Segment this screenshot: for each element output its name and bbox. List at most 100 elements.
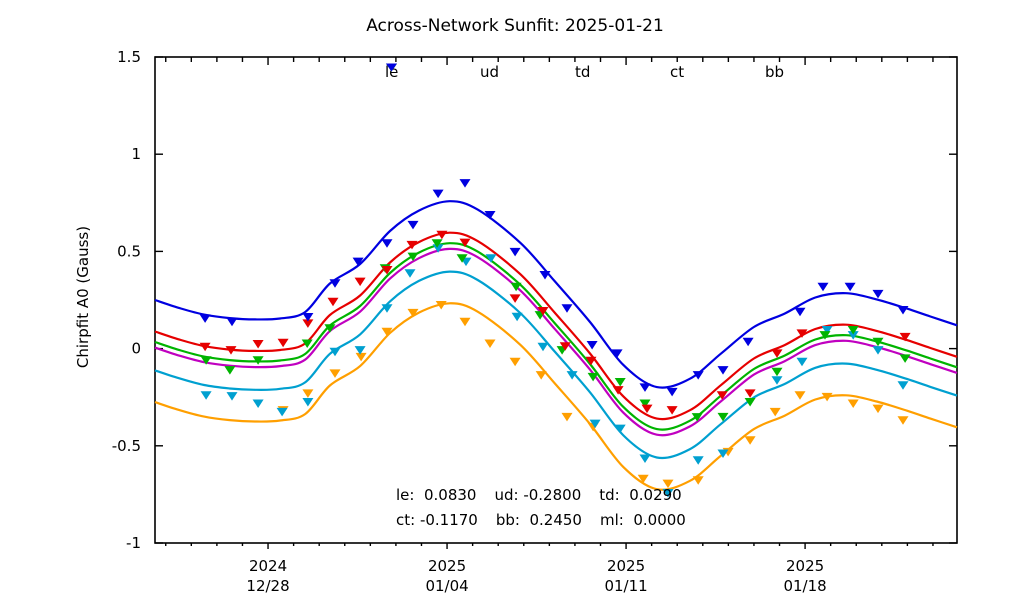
marker-le (771, 349, 783, 358)
marker-bb (742, 337, 754, 347)
chart-title: Across-Network Sunfit: 2025-01-21 (366, 16, 664, 36)
marker-ud (744, 436, 756, 445)
marker-ud (897, 416, 909, 425)
marker-ct (796, 357, 808, 367)
marker-ct (381, 304, 393, 313)
fit-value: le: 0.0830 (396, 486, 477, 504)
fit-value: ud: -0.2800 (494, 486, 582, 504)
marker-bb (432, 189, 444, 199)
marker-le (225, 346, 237, 355)
marker-ud (847, 399, 859, 408)
marker-bb (199, 314, 211, 323)
marker-ct (354, 346, 366, 355)
marker-le (641, 404, 653, 414)
marker-ct (485, 254, 497, 263)
marker-ct (404, 269, 416, 278)
fit-annotation-row: ct: -0.1170 bb: 0.2450 ml: 0.0000 (396, 508, 686, 533)
fit-value: td: 0.0290 (599, 486, 682, 504)
marker-td (819, 331, 831, 340)
triangle-down-icon (386, 63, 633, 78)
marker-bb (872, 289, 884, 299)
marker-td (691, 413, 703, 422)
marker-le (381, 266, 393, 275)
marker-ct (771, 376, 783, 385)
marker-ud (407, 308, 419, 318)
legend-label: ct (670, 63, 685, 81)
legend-entry-ct: ct (386, 62, 765, 82)
marker-le (899, 332, 911, 342)
marker-le (354, 277, 366, 287)
marker-ct (872, 346, 884, 355)
triangle-down-icon (386, 63, 728, 78)
marker-bb (302, 313, 314, 322)
marker-bb (639, 383, 651, 392)
marker-ud (355, 352, 367, 362)
marker-ct (639, 454, 651, 463)
marker-bb (897, 306, 909, 315)
marker-le (666, 406, 678, 415)
marker-ct (276, 407, 288, 417)
marker-ct (847, 331, 859, 340)
marker-le (199, 342, 211, 352)
marker-ud (484, 339, 496, 348)
marker-bb (329, 279, 341, 288)
legend: le ud td ct bb (385, 62, 860, 82)
marker-ct (511, 312, 523, 322)
marker-ct (897, 381, 909, 390)
marker-td (744, 398, 756, 407)
plot-border (154, 56, 958, 544)
marker-ct (662, 489, 674, 498)
x-tick-label-year: 2024 (249, 557, 287, 575)
legend-label: le (385, 63, 399, 81)
marker-ud (561, 412, 573, 422)
marker-td (301, 339, 313, 348)
marker-bb (381, 239, 393, 248)
marker-ct (566, 371, 578, 380)
marker-ud (459, 317, 471, 327)
marker-ct (432, 244, 444, 253)
y-tick-label: 0 (131, 340, 141, 358)
marker-td (872, 337, 884, 347)
marker-le (277, 338, 289, 348)
curve-td (154, 242, 958, 431)
marker-ct (614, 424, 626, 434)
marker-td (224, 366, 236, 375)
x-tick-label-year: 2025 (786, 557, 824, 575)
marker-td (200, 356, 212, 365)
x-tick-label-date: 01/11 (604, 577, 647, 595)
x-tick-label-date: 01/04 (425, 577, 468, 595)
triangle-down-icon (386, 63, 538, 78)
marker-le (406, 240, 418, 250)
y-axis-label: Chirpfit A0 (Gauss) (74, 225, 92, 369)
marker-td (847, 326, 859, 335)
marker-ud (381, 327, 393, 337)
fit-value: ml: 0.0000 (599, 511, 686, 529)
marker-bb (407, 220, 419, 230)
legend-label: td (575, 63, 591, 81)
fit-value: bb: 0.2450 (495, 511, 582, 529)
marker-bb (817, 282, 829, 292)
marker-bb (509, 247, 521, 257)
fit-annotation-row: le: 0.0830 ud: -0.2800 td: 0.0290 (396, 483, 686, 508)
legend-entry-td: td (386, 62, 670, 82)
curve-le (154, 231, 958, 421)
curve-ml (154, 247, 958, 437)
marker-td (252, 356, 264, 365)
marker-bb (794, 307, 806, 317)
marker-bb (611, 349, 623, 358)
legend-entry-bb: bb (386, 62, 860, 82)
marker-ct (200, 391, 212, 400)
legend-entry-ud: ud (386, 62, 575, 82)
marker-td (614, 378, 626, 387)
triangle-down-icon (386, 63, 823, 78)
marker-bb (459, 179, 471, 188)
fit-annotation: le: 0.0830 ud: -0.2800 td: 0.0290 ct: -0.11… (396, 483, 686, 533)
marker-td (639, 399, 651, 408)
x-tick-label-date: 01/18 (783, 577, 826, 595)
marker-bb (666, 387, 678, 397)
y-tick-label: -0.5 (112, 437, 141, 455)
fit-value: ct: -0.1170 (396, 511, 478, 529)
marker-td (407, 252, 419, 262)
marker-le (716, 391, 728, 400)
